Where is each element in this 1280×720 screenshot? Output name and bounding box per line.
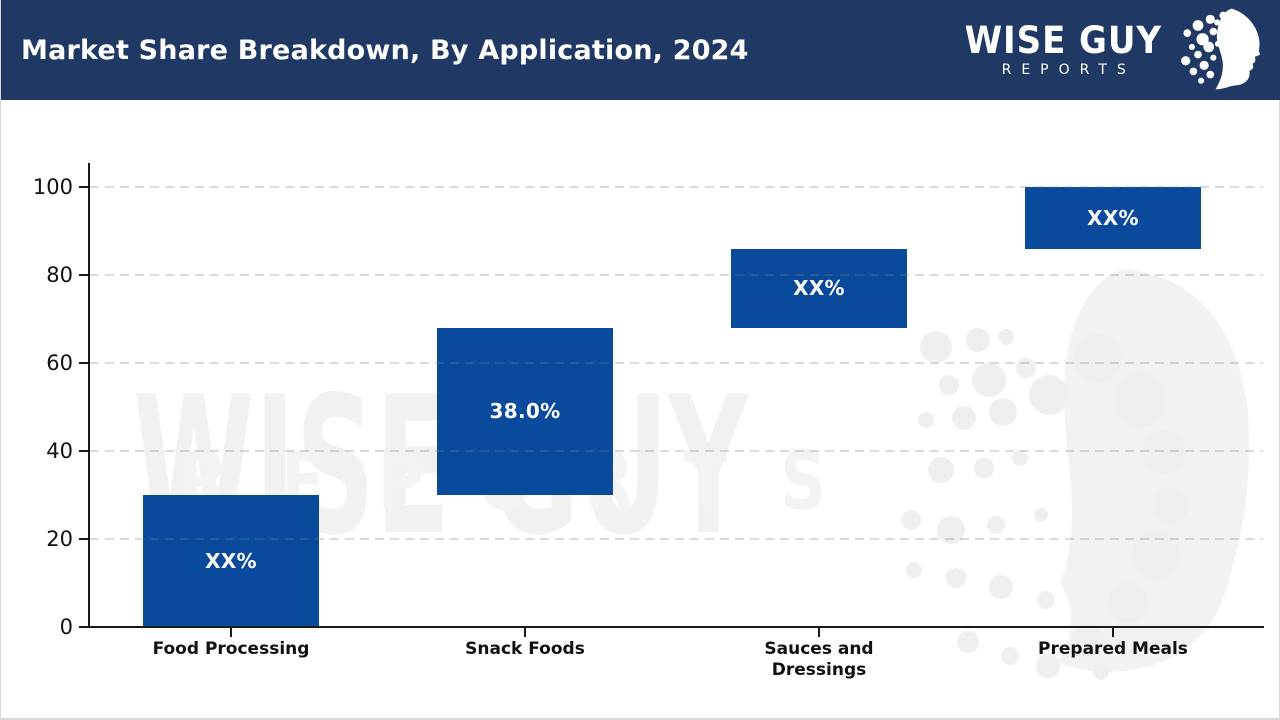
x-tick-label-food-processing: Food Processing bbox=[152, 639, 310, 659]
watermark-face-icon bbox=[901, 269, 1250, 690]
brand-face-icon bbox=[1181, 8, 1261, 90]
y-axis-line bbox=[88, 163, 90, 628]
y-tick-label-100: 100 bbox=[32, 175, 73, 199]
page-title: Market Share Breakdown, By Application, … bbox=[21, 34, 749, 66]
bar-snack-foods: 38.0% bbox=[437, 327, 613, 495]
y-tick-label-20: 20 bbox=[46, 527, 73, 551]
x-tick-label-prepared-meals: Prepared Meals bbox=[1038, 639, 1188, 659]
brand-name-text: WISE GUY bbox=[964, 18, 1163, 62]
y-tick-mark-40 bbox=[79, 450, 88, 452]
x-tick-mark-sauces-and-dressings bbox=[818, 628, 820, 637]
x-axis-line bbox=[88, 626, 1264, 628]
y-tick-mark-0 bbox=[79, 626, 88, 628]
x-tick-mark-food-processing bbox=[230, 628, 232, 637]
y-tick-mark-80 bbox=[79, 274, 88, 276]
bar-value-label-sauces-and-dressings: XX% bbox=[793, 276, 845, 301]
bar-food-processing: XX% bbox=[143, 495, 319, 627]
y-tick-label-0: 0 bbox=[59, 615, 73, 639]
y-tick-label-60: 60 bbox=[46, 351, 73, 375]
x-tick-label-snack-foods: Snack Foods bbox=[465, 639, 585, 659]
x-tick-label-sauces-and-dressings: Sauces and Dressings bbox=[764, 639, 874, 680]
x-tick-mark-snack-foods bbox=[524, 628, 526, 637]
header: Market Share Breakdown, By Application, … bbox=[1, 0, 1280, 100]
y-tick-label-40: 40 bbox=[46, 439, 73, 463]
bar-value-label-prepared-meals: XX% bbox=[1087, 205, 1139, 230]
y-tick-mark-20 bbox=[79, 538, 88, 540]
x-tick-mark-prepared-meals bbox=[1112, 628, 1114, 637]
brand-wordmark: WISE GUY REPORTS bbox=[956, 18, 1171, 79]
bar-sauces-and-dressings: XX% bbox=[731, 248, 907, 328]
y-tick-label-80: 80 bbox=[46, 263, 73, 287]
bar-prepared-meals: XX% bbox=[1025, 187, 1201, 249]
brand-sub-text: REPORTS bbox=[1001, 62, 1136, 79]
y-tick-mark-100 bbox=[79, 186, 88, 188]
bar-value-label-snack-foods: 38.0% bbox=[489, 399, 561, 424]
brand-logo: WISE GUY REPORTS bbox=[956, 0, 1273, 100]
y-tick-mark-60 bbox=[79, 362, 88, 364]
bar-value-label-food-processing: XX% bbox=[205, 549, 257, 573]
